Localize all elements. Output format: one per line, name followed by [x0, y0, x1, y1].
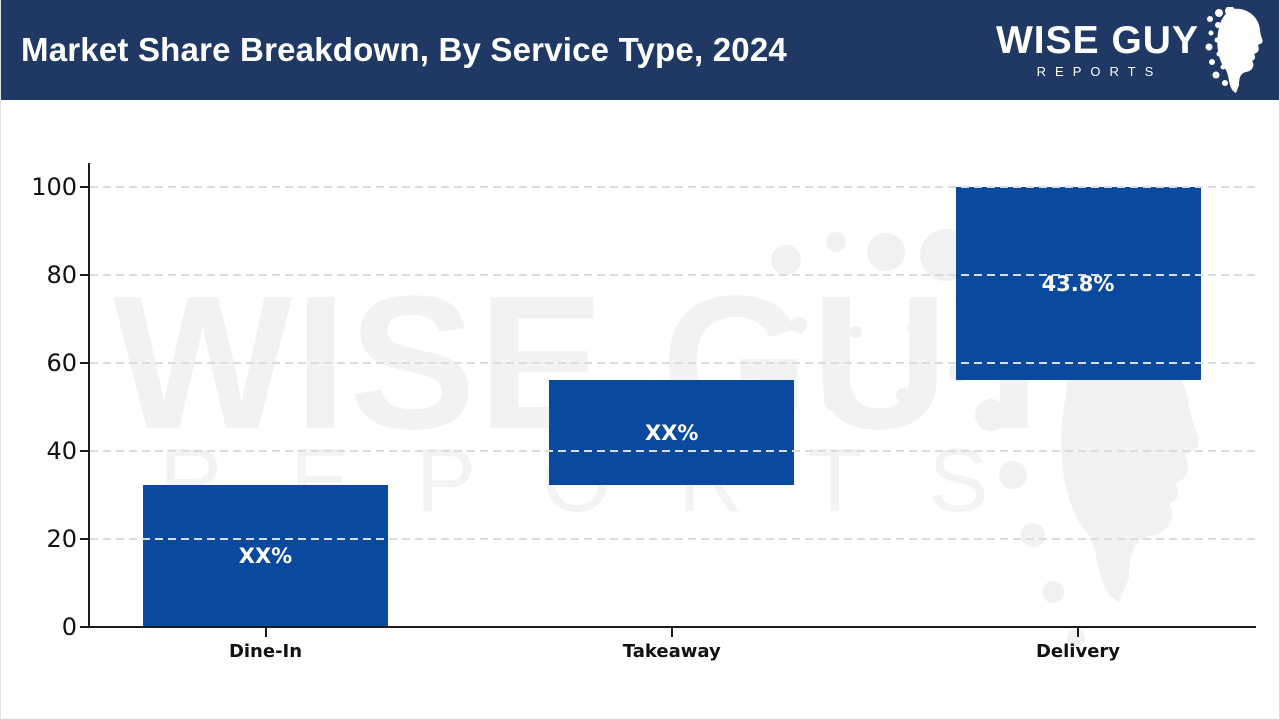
header-band: Market Share Breakdown, By Service Type,…: [1, 0, 1279, 100]
gridline: [90, 450, 1255, 453]
x-category-label: Takeaway: [622, 641, 721, 662]
x-axis-tick: [670, 628, 673, 637]
logo-text: WISE GUY REPORTS: [996, 21, 1199, 79]
y-axis-tick: [80, 186, 89, 189]
page-title: Market Share Breakdown, By Service Type,…: [21, 31, 787, 68]
x-category-label: Dine-In: [228, 641, 303, 662]
y-tick-label: 40: [46, 437, 77, 466]
gridline: [90, 274, 1255, 277]
logo-subtext: REPORTS: [1036, 64, 1163, 79]
gridline: [90, 362, 1255, 365]
y-axis-tick: [80, 362, 89, 365]
bar-value-label: XX%: [645, 420, 699, 445]
y-tick-label: 60: [46, 349, 77, 378]
y-axis-line: [88, 163, 90, 628]
y-axis-tick: [80, 274, 89, 277]
y-tick-label: 20: [46, 525, 77, 554]
y-axis-tick: [80, 538, 89, 541]
wiseguy-face-icon: [1205, 7, 1263, 93]
bar: XX%: [143, 485, 388, 627]
bar: XX%: [549, 379, 795, 486]
bar: 43.8%: [955, 187, 1201, 380]
logo-wordmark: WISE GUY: [995, 19, 1199, 62]
y-axis-tick: [80, 626, 89, 628]
bar-value-label: XX%: [238, 544, 293, 569]
y-tick-label: 0: [61, 613, 77, 641]
x-axis-tick: [1077, 628, 1079, 637]
x-axis-tick: [264, 628, 267, 637]
plot-area: 0 20 40 60 80 100 XX% Dine-In XX% Takeaway 43.8% De…: [1, 100, 1279, 719]
x-category-label: Delivery: [1035, 641, 1121, 662]
x-axis-line: [88, 626, 1256, 628]
gridline: [90, 538, 1255, 541]
wiseguy-logo: WISE GUY REPORTS: [996, 7, 1279, 93]
gridline: [90, 186, 1255, 189]
y-axis-tick: [80, 450, 89, 453]
y-tick-label: 100: [31, 173, 77, 202]
y-tick-label: 80: [46, 261, 77, 290]
